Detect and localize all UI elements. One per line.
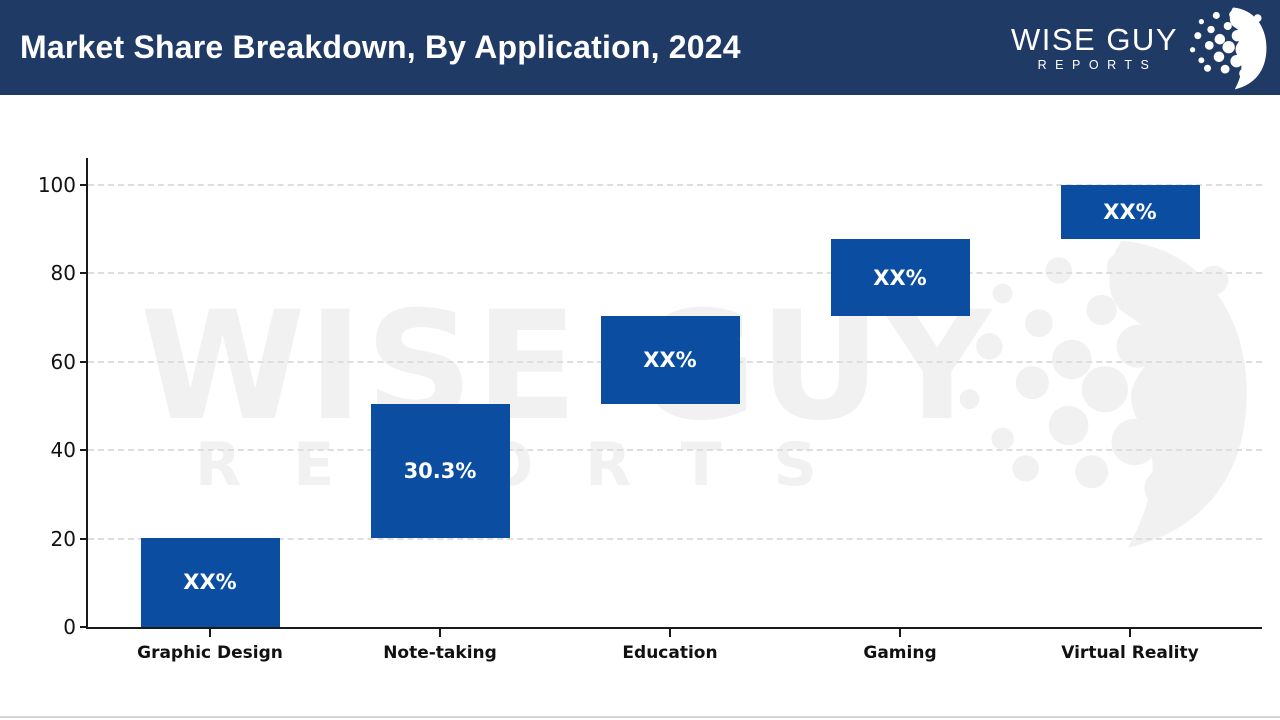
bar-value-label: 30.3% — [403, 458, 477, 483]
y-tick-mark — [80, 360, 88, 363]
category-label-1: Graphic Design — [137, 643, 283, 663]
x-tick-mark — [1129, 629, 1131, 637]
y-tick-mark — [80, 449, 88, 452]
category-label-3: Education — [622, 643, 718, 663]
x-tick-mark — [209, 629, 211, 637]
bar-value-label: XX% — [873, 265, 927, 290]
gridline-40 — [88, 449, 1262, 452]
bar-value-label: XX% — [183, 570, 237, 595]
bar-graphic-design: XX% — [140, 537, 280, 627]
x-tick-mark — [439, 629, 441, 637]
logo-wordmark: WISE GUY — [1010, 21, 1178, 57]
bar-virtual-reality: XX% — [1060, 185, 1200, 239]
bar-value-label: XX% — [643, 348, 697, 373]
y-tick-label: 60 — [50, 349, 76, 374]
y-tick-label: 20 — [50, 526, 76, 551]
bottom-rule — [0, 716, 1280, 718]
chart-area: WISE GUY REPORTS 0 20 40 60 80 100 XX% Graphic … — [0, 95, 1280, 716]
x-tick-mark — [669, 629, 671, 637]
wiseguy-logo: WISE GUY REPORTS — [1011, 0, 1270, 95]
watermark-face-icon — [959, 240, 1247, 548]
watermark-subtitle: REPORTS — [195, 430, 869, 500]
logo-subtitle: REPORTS — [1037, 57, 1158, 72]
gridline-20 — [88, 537, 1262, 540]
bar-value-label: XX% — [1103, 199, 1157, 224]
y-tick-label: 80 — [50, 261, 76, 286]
gridline-100 — [88, 184, 1262, 186]
y-tick-mark — [80, 626, 88, 628]
x-tick-mark — [899, 629, 901, 637]
y-tick-mark — [80, 537, 88, 540]
logo-text: WISE GUY REPORTS — [1011, 24, 1178, 72]
y-tick-mark — [80, 272, 88, 275]
gridline-80 — [88, 272, 1262, 275]
x-axis-line — [86, 627, 1262, 629]
category-label-5: Virtual Reality — [1061, 643, 1199, 663]
bar-note-taking: 30.3% — [370, 403, 510, 538]
y-axis-line — [86, 158, 88, 629]
page-title: Market Share Breakdown, By Application, … — [20, 29, 741, 65]
bar-gaming: XX% — [830, 238, 970, 317]
bar-education: XX% — [600, 316, 740, 404]
category-label-2: Note-taking — [383, 643, 497, 663]
category-label-4: Gaming — [863, 643, 937, 663]
y-tick-label: 100 — [37, 173, 76, 197]
header-bar: Market Share Breakdown, By Application, … — [0, 0, 1280, 95]
y-tick-label: 0 — [63, 615, 76, 639]
y-tick-mark — [80, 184, 88, 186]
dotted-face-profile-icon — [1189, 7, 1267, 89]
y-tick-label: 40 — [50, 438, 76, 463]
